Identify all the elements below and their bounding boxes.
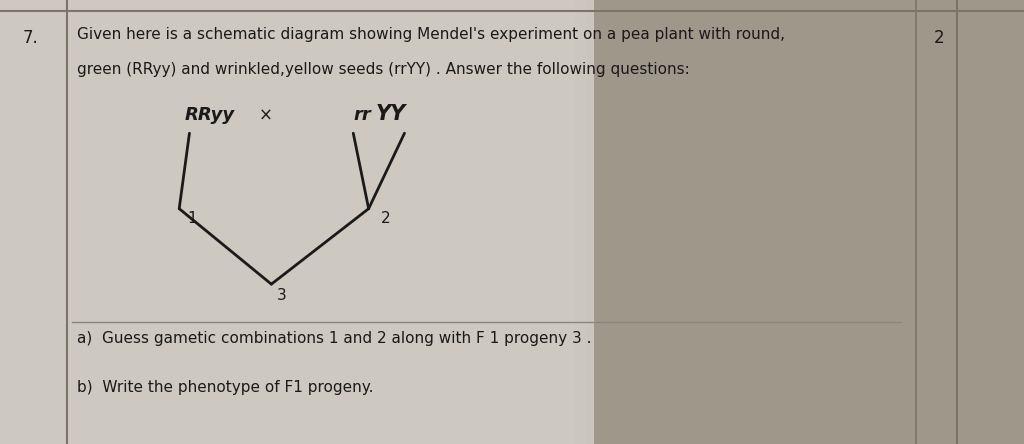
Bar — [588, 0, 601, 444]
Bar — [834, 0, 847, 444]
Bar — [870, 0, 884, 444]
Bar — [846, 0, 859, 444]
Bar — [594, 0, 1024, 444]
Bar — [612, 0, 626, 444]
Text: a)  Guess gametic combinations 1 and 2 along with F 1 progeny 3 .: a) Guess gametic combinations 1 and 2 al… — [77, 331, 591, 346]
Text: 3: 3 — [276, 288, 287, 303]
Text: Given here is a schematic diagram showing Mendel's experiment on a pea plant wit: Given here is a schematic diagram showin… — [77, 27, 784, 42]
Bar — [895, 0, 908, 444]
Text: ×: × — [259, 106, 273, 124]
Text: 2: 2 — [934, 29, 944, 47]
Text: YY: YY — [376, 104, 407, 124]
Bar — [760, 0, 773, 444]
Bar — [920, 0, 933, 444]
Text: rr: rr — [353, 106, 371, 124]
Bar — [772, 0, 785, 444]
Bar — [883, 0, 896, 444]
Bar — [637, 0, 650, 444]
Bar — [563, 0, 577, 444]
Bar — [674, 0, 687, 444]
Bar — [748, 0, 761, 444]
Bar — [711, 0, 724, 444]
Text: 1: 1 — [187, 211, 197, 226]
Text: RRyy: RRyy — [184, 106, 234, 124]
Text: 2: 2 — [381, 211, 390, 226]
Bar — [686, 0, 699, 444]
Bar — [797, 0, 810, 444]
Text: green (RRyy) and wrinkled,yellow seeds (rrYY) . Answer the following questions:: green (RRyy) and wrinkled,yellow seeds (… — [77, 62, 689, 77]
Text: b)  Write the phenotype of F1 progeny.: b) Write the phenotype of F1 progeny. — [77, 380, 374, 395]
Bar — [662, 0, 675, 444]
Bar — [723, 0, 736, 444]
Bar — [858, 0, 871, 444]
Bar — [625, 0, 638, 444]
Bar — [0, 0, 594, 444]
Bar — [784, 0, 798, 444]
Bar — [735, 0, 749, 444]
Bar — [698, 0, 712, 444]
Bar — [649, 0, 663, 444]
Bar — [809, 0, 822, 444]
Bar — [821, 0, 835, 444]
Bar — [907, 0, 921, 444]
Text: 7.: 7. — [23, 29, 38, 47]
Bar — [575, 0, 589, 444]
Bar — [600, 0, 613, 444]
